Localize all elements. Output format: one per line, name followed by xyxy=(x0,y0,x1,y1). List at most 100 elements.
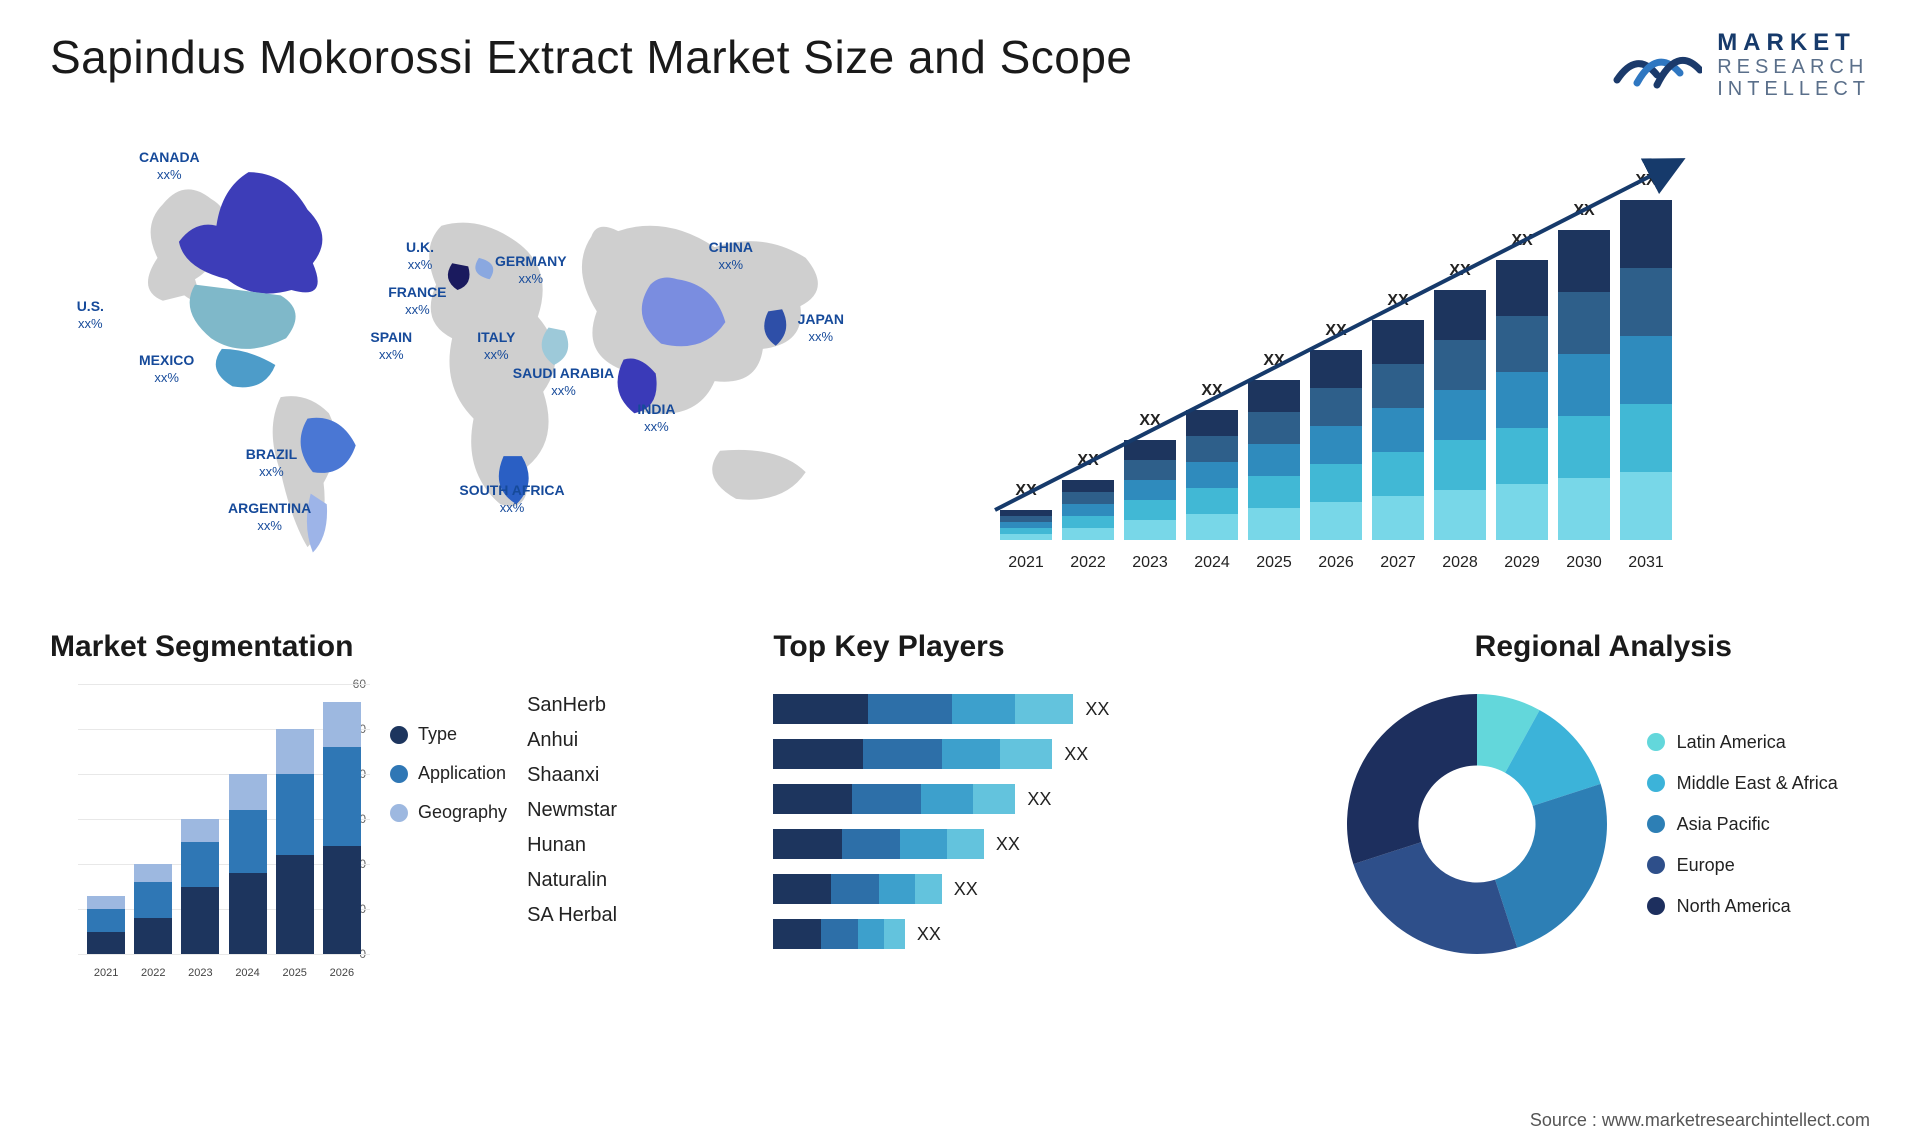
regional-legend: Latin America Middle East & Africa Asia Pa… xyxy=(1647,732,1838,917)
keyplayer-segment xyxy=(773,784,852,814)
gridline xyxy=(78,954,370,955)
seg-bar-segment xyxy=(323,846,361,954)
legend-swatch-icon xyxy=(1647,733,1665,751)
keyplayer-bar xyxy=(773,874,941,904)
keyplayer-segment xyxy=(831,874,878,904)
legend-swatch-icon xyxy=(1647,774,1665,792)
keyplayer-segment xyxy=(852,784,920,814)
seg-bar-group xyxy=(134,864,172,954)
map-label: ITALYxx% xyxy=(477,329,515,363)
logo-text-3: INTELLECT xyxy=(1717,78,1870,100)
world-map-panel: CANADAxx%U.S.xx%MEXICOxx%BRAZILxx%ARGENT… xyxy=(50,140,940,590)
regional-panel: Regional Analysis Latin AmericaMiddle Ea… xyxy=(1337,630,1870,1010)
keyplayer-segment xyxy=(915,874,941,904)
legend-label: Geography xyxy=(418,802,507,823)
bar-year-label: 2021 xyxy=(1000,554,1052,572)
keyplayer-value: XX xyxy=(1064,744,1088,765)
keyplayer-segment xyxy=(773,919,820,949)
map-label: INDIAxx% xyxy=(637,401,675,435)
legend-item: Geography xyxy=(390,802,507,823)
player-name: Naturalin xyxy=(527,869,617,892)
seg-bar-segment xyxy=(181,887,219,955)
seg-bar-group xyxy=(323,702,361,954)
seg-bar-segment xyxy=(229,774,267,810)
legend-label: Middle East & Africa xyxy=(1677,773,1838,794)
keyplayer-bar xyxy=(773,919,905,949)
seg-bar-segment xyxy=(276,855,314,954)
seg-bar-segment xyxy=(87,896,125,910)
legend-item: North America xyxy=(1647,896,1838,917)
bar-year-label: 2026 xyxy=(1310,554,1362,572)
keyplayer-segment xyxy=(952,694,1015,724)
logo-swoosh-icon xyxy=(1612,35,1702,95)
legend-item: Application xyxy=(390,763,507,784)
seg-bar-group xyxy=(276,729,314,954)
keyplayer-row: XX xyxy=(773,829,1306,859)
seg-bar-segment xyxy=(181,819,219,842)
seg-bar-segment xyxy=(323,747,361,846)
keyplayer-segment xyxy=(942,739,1000,769)
map-label: U.S.xx% xyxy=(77,298,104,332)
keyplayer-segment xyxy=(868,694,952,724)
seg-bar-segment xyxy=(134,882,172,918)
bar-year-label: 2023 xyxy=(1124,554,1176,572)
keyplayer-value: XX xyxy=(996,834,1020,855)
legend-swatch-icon xyxy=(390,765,408,783)
keyplayer-segment xyxy=(900,829,947,859)
bar-year-label: 2028 xyxy=(1434,554,1486,572)
map-label: MEXICOxx% xyxy=(139,352,194,386)
seg-bar-group xyxy=(87,896,125,955)
map-label: SPAINxx% xyxy=(370,329,412,363)
page-title: Sapindus Mokorossi Extract Market Size a… xyxy=(50,30,1133,84)
seg-x-label: 2023 xyxy=(179,967,221,979)
map-label: JAPANxx% xyxy=(798,311,844,345)
map-label: FRANCExx% xyxy=(388,284,446,318)
market-size-chart: XX2021XX2022XX2023XX2024XX2025XX2026XX20… xyxy=(980,140,1870,590)
segmentation-players-list: SanHerbAnhuiShaanxiNewmstarHunanNaturali… xyxy=(527,684,617,984)
seg-bar-segment xyxy=(323,702,361,747)
seg-x-label: 2022 xyxy=(132,967,174,979)
keyplayer-segment xyxy=(973,784,1015,814)
seg-x-label: 2026 xyxy=(321,967,363,979)
legend-item: Asia Pacific xyxy=(1647,814,1838,835)
seg-bar-segment xyxy=(87,932,125,955)
bar-year-label: 2030 xyxy=(1558,554,1610,572)
segmentation-title: Market Segmentation xyxy=(50,630,743,664)
keyplayer-segment xyxy=(863,739,942,769)
legend-label: Latin America xyxy=(1677,732,1786,753)
keyplayer-bar xyxy=(773,694,1073,724)
segmentation-panel: Market Segmentation 01020304050602021202… xyxy=(50,630,743,1010)
map-label: SOUTH AFRICAxx% xyxy=(459,482,564,516)
map-label: CHINAxx% xyxy=(709,239,753,273)
seg-x-label: 2025 xyxy=(274,967,316,979)
trend-arrow-icon xyxy=(980,150,1712,550)
map-label: SAUDI ARABIAxx% xyxy=(513,365,614,399)
legend-swatch-icon xyxy=(390,726,408,744)
keyplayer-segment xyxy=(821,919,858,949)
keyplayer-value: XX xyxy=(1085,699,1109,720)
donut-slice xyxy=(1347,694,1477,864)
keyplayer-row: XX xyxy=(773,919,1306,949)
legend-swatch-icon xyxy=(1647,897,1665,915)
keyplayer-value: XX xyxy=(917,924,941,945)
seg-bar-segment xyxy=(276,729,314,774)
donut-slice xyxy=(1353,842,1517,954)
map-label: CANADAxx% xyxy=(139,149,200,183)
bar-year-label: 2027 xyxy=(1372,554,1424,572)
keyplayer-bar xyxy=(773,784,1015,814)
legend-swatch-icon xyxy=(1647,815,1665,833)
keyplayer-bar xyxy=(773,829,984,859)
source-attribution: Source : www.marketresearchintellect.com xyxy=(1530,1110,1870,1131)
map-label: U.K.xx% xyxy=(406,239,434,273)
keyplayer-bar xyxy=(773,739,1052,769)
player-name: SanHerb xyxy=(527,694,617,717)
keyplayer-value: XX xyxy=(1027,789,1051,810)
bar-year-label: 2029 xyxy=(1496,554,1548,572)
keyplayer-row: XX xyxy=(773,739,1306,769)
seg-x-label: 2024 xyxy=(227,967,269,979)
keyplayer-segment xyxy=(884,919,905,949)
keyplayers-title: Top Key Players xyxy=(773,630,1306,664)
map-label: BRAZILxx% xyxy=(246,446,297,480)
legend-label: Type xyxy=(418,724,457,745)
donut-slice xyxy=(1495,784,1607,948)
